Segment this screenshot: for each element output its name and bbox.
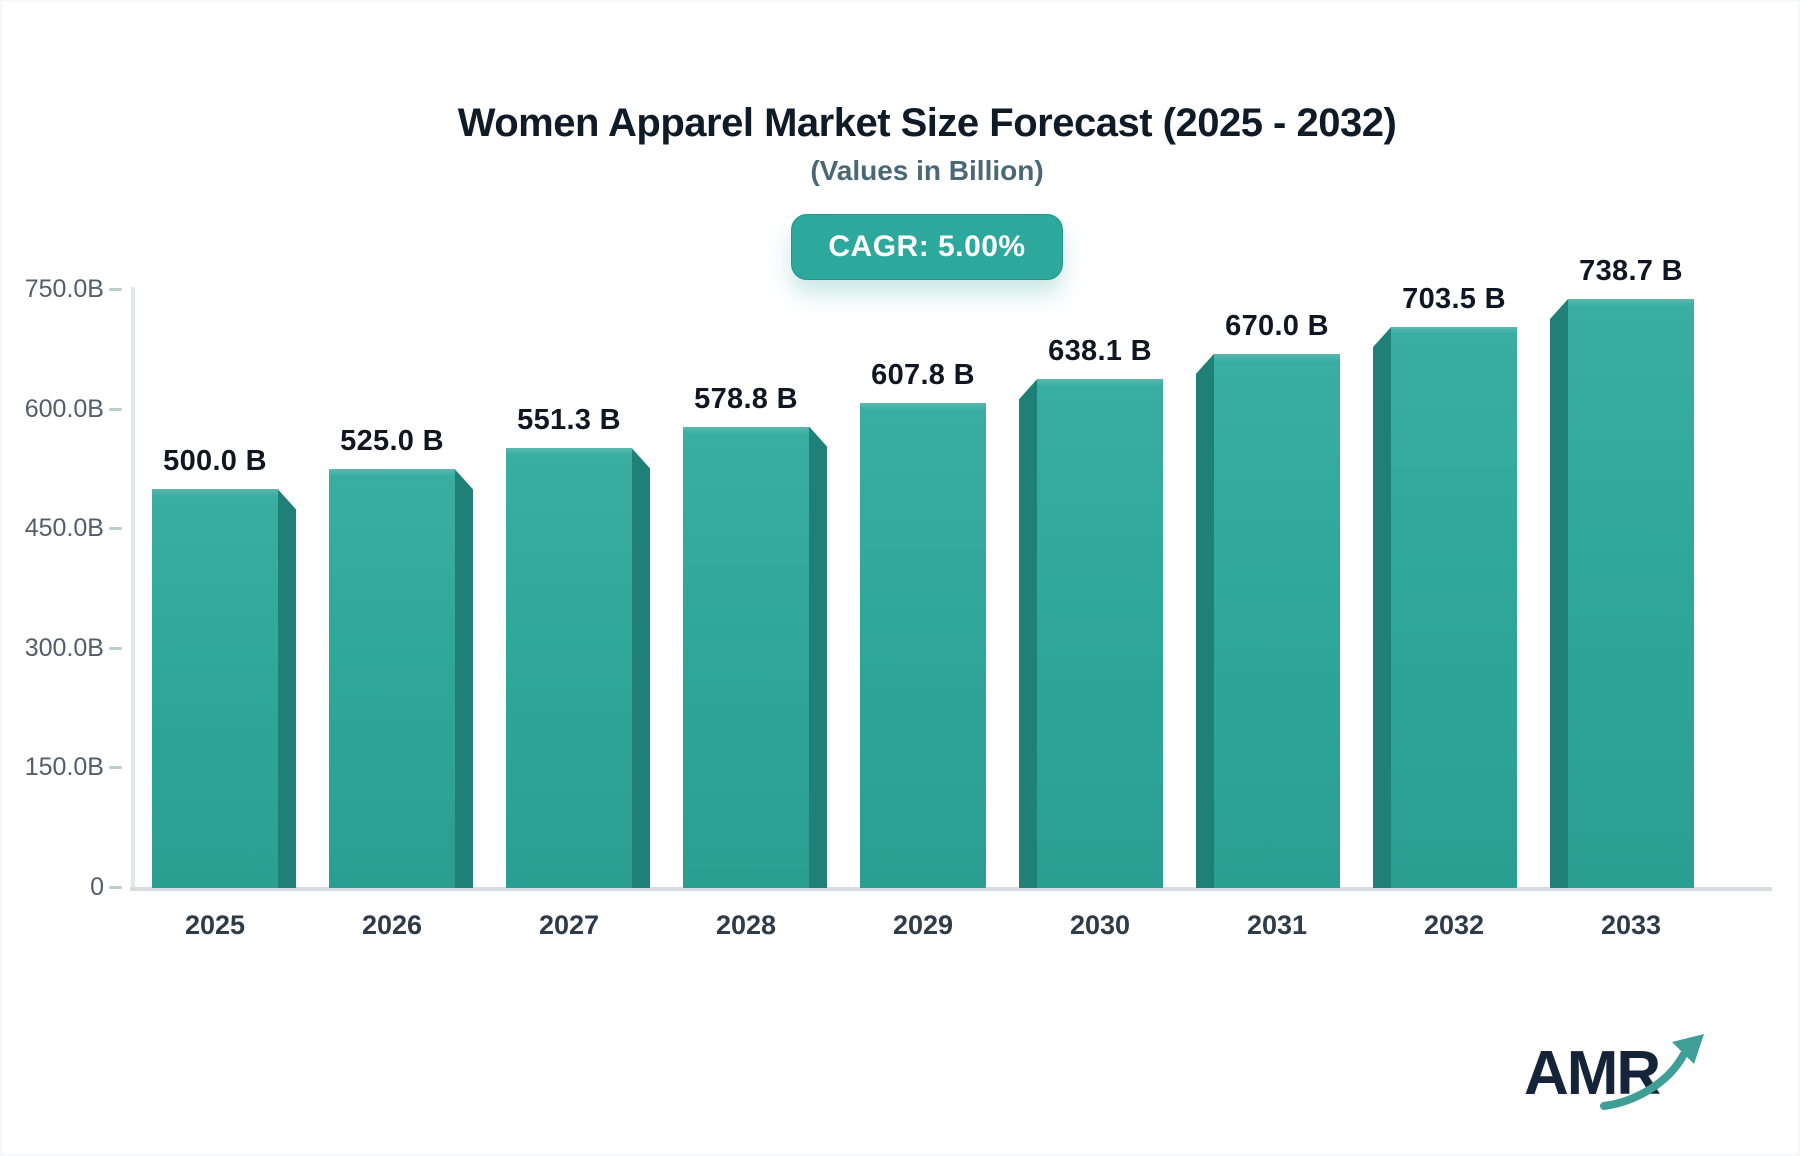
y-axis-line xyxy=(131,287,135,891)
chart-title: Women Apparel Market Size Forecast (2025… xyxy=(457,101,1397,145)
x-tick-label: 2026 xyxy=(361,910,423,940)
x-axis-line xyxy=(130,887,1772,891)
bar-value-label: 607.8 B xyxy=(871,359,975,392)
bar-side-face xyxy=(632,448,650,888)
bar xyxy=(1214,353,1340,888)
bar-value-label: 638.1 B xyxy=(1048,335,1152,368)
y-tick-mark xyxy=(109,766,122,770)
bar-value-label: 703.5 B xyxy=(1402,283,1506,316)
bar-value-label: 500.0 B xyxy=(163,445,267,478)
bar xyxy=(1391,327,1517,888)
x-tick-label: 2025 xyxy=(184,910,246,940)
x-tick-label: 2027 xyxy=(538,910,600,940)
bar-value-label: 578.8 B xyxy=(694,382,798,415)
bar xyxy=(152,489,278,888)
bar xyxy=(506,448,632,888)
bar-value-label: 738.7 B xyxy=(1579,255,1683,287)
y-tick-label: 450.0B xyxy=(24,514,104,543)
bar-value-label: 525.0 B xyxy=(340,425,444,458)
x-tick-label: 2029 xyxy=(892,910,954,940)
y-tick-label: 750.0B xyxy=(24,275,104,303)
bar xyxy=(1037,379,1163,888)
chart-header: Women Apparel Market Size Forecast (2025… xyxy=(52,98,1798,280)
y-tick-mark xyxy=(109,886,122,889)
x-tick-label: 2030 xyxy=(1069,910,1131,940)
x-tick-label: 2033 xyxy=(1600,910,1662,940)
bar-value-label: 670.0 B xyxy=(1225,309,1329,342)
y-tick-label: 300.0B xyxy=(24,633,104,662)
bar xyxy=(683,426,809,888)
y-tick-label: 0 xyxy=(90,873,104,901)
bar-side-face xyxy=(1196,353,1214,888)
y-tick-mark xyxy=(109,646,122,650)
y-tick-label: 150.0B xyxy=(24,753,104,782)
bar-side-face xyxy=(455,469,473,888)
y-tick-mark xyxy=(109,407,122,411)
amr-logo-arrow-head xyxy=(1672,1034,1704,1064)
bar xyxy=(860,403,986,888)
bar-side-face xyxy=(1550,299,1568,888)
bar-value-label: 551.3 B xyxy=(517,404,621,437)
bar-side-face xyxy=(1019,379,1037,888)
amr-logo-arrow-swoosh xyxy=(1600,1050,1688,1110)
y-tick-label: 600.0B xyxy=(24,394,104,423)
cagr-badge-wrap: CAGR: 5.00% xyxy=(52,214,1798,280)
chart-subtitle: (Values in Billion) xyxy=(810,155,1044,186)
bar xyxy=(1568,299,1694,888)
bar-side-face xyxy=(809,426,827,888)
cagr-badge: CAGR: 5.00% xyxy=(791,214,1063,280)
y-tick-mark xyxy=(109,288,122,291)
bar xyxy=(329,469,455,888)
x-tick-label: 2031 xyxy=(1246,910,1308,940)
bar-side-face xyxy=(1373,327,1391,888)
x-tick-label: 2028 xyxy=(715,910,777,940)
bar-side-face xyxy=(278,489,296,888)
x-tick-label: 2032 xyxy=(1423,910,1485,940)
y-tick-mark xyxy=(109,527,122,531)
amr-logo: AMR xyxy=(1524,1034,1704,1110)
